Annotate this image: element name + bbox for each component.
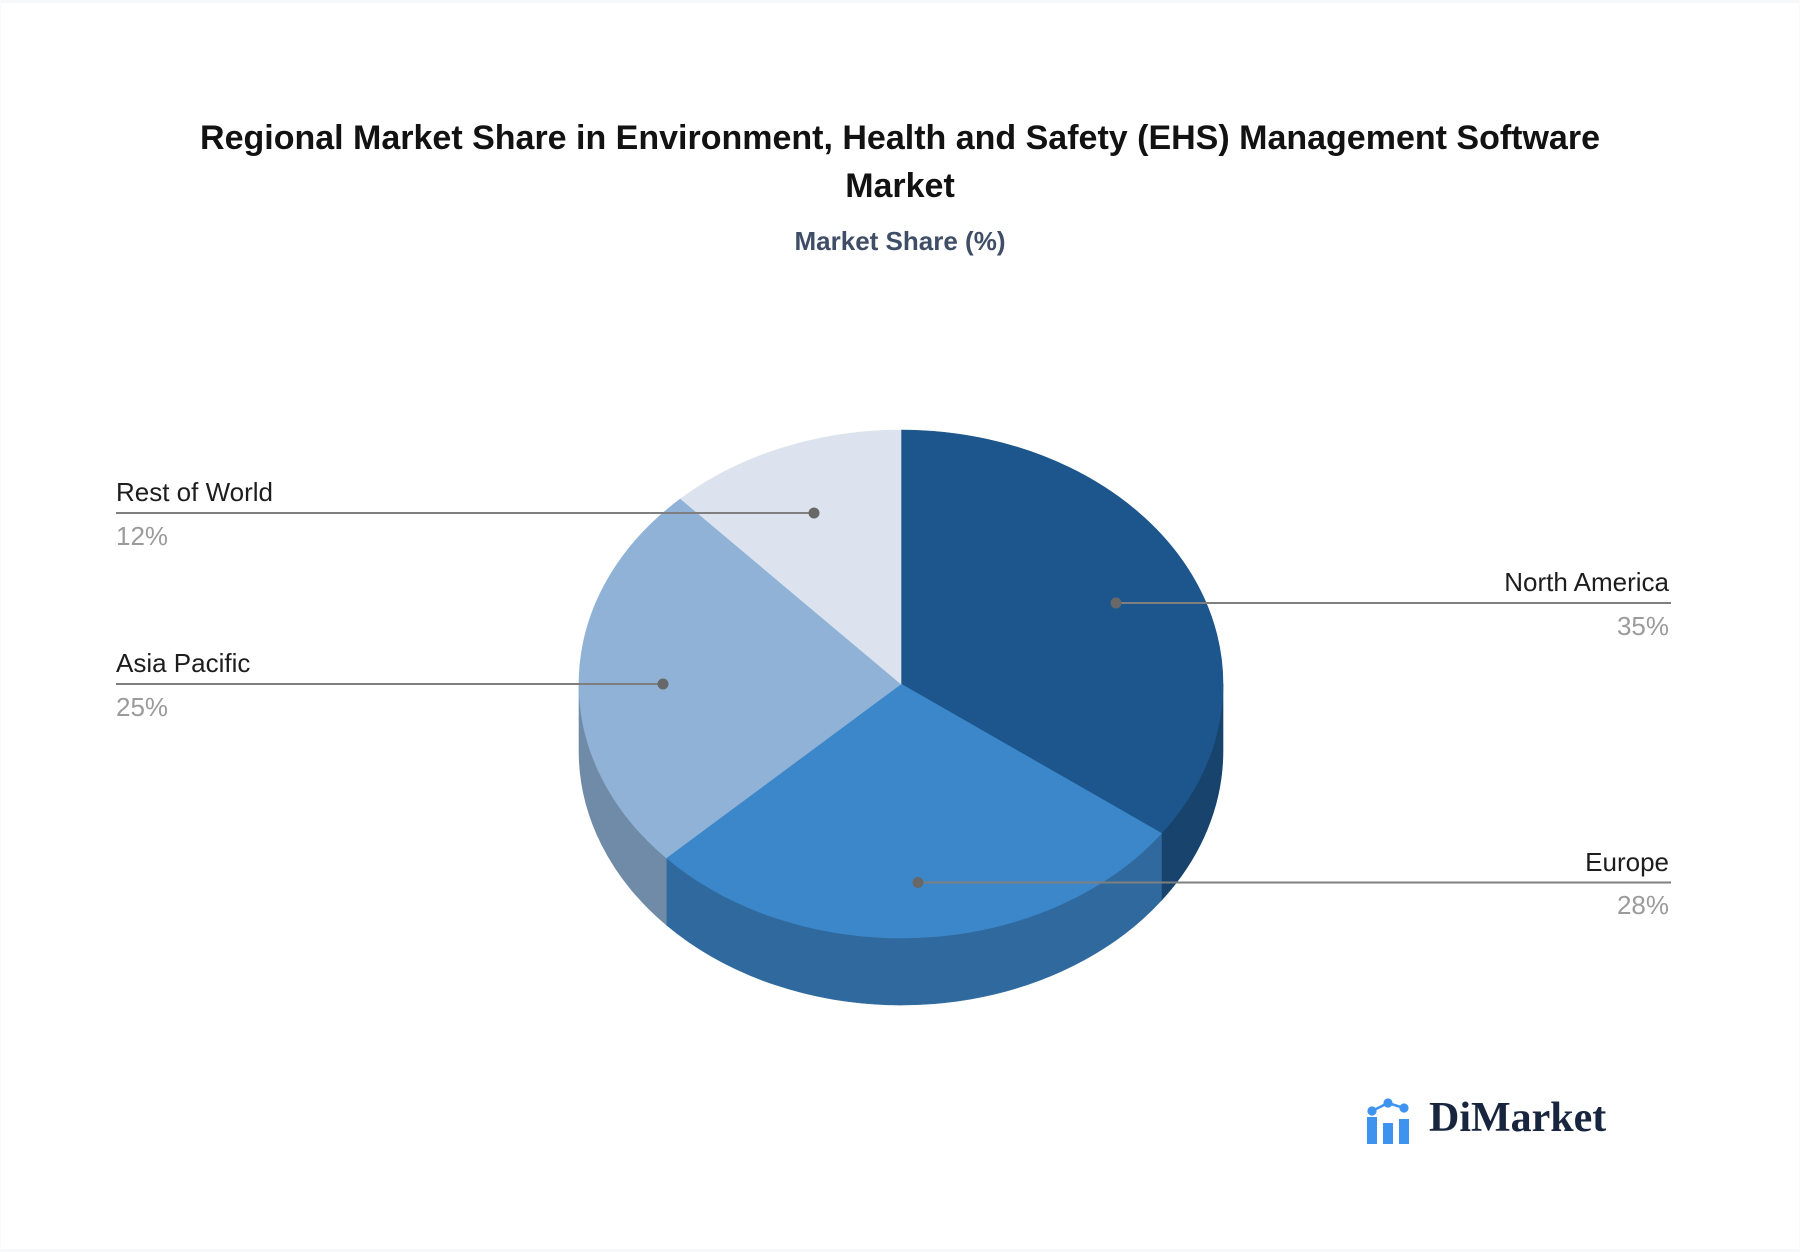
slice-label-north-america: North America: [1504, 567, 1669, 597]
slice-percent-rest-of-world: 12%: [116, 521, 169, 551]
bar-chart-trend-icon: [1367, 1098, 1409, 1144]
pie-slice-europe[interactable]: [665, 683, 1162, 939]
slice-percent-north-america: 35%: [1616, 611, 1669, 641]
dimarket-logo: DiMarket: [1367, 1090, 1606, 1144]
leader-dot-north-america: [1110, 597, 1122, 609]
pie-slice-asia-pacific[interactable]: [578, 498, 902, 859]
pie-slice-north-america[interactable]: [900, 429, 1224, 834]
slice-percent-europe: 28%: [1616, 890, 1669, 920]
top-edge-divider: [1, 0, 1799, 3]
pie-slice-rest-of-world[interactable]: [680, 429, 902, 685]
slice-label-europe: Europe: [1585, 847, 1669, 877]
slice-percent-asia-pacific: 25%: [116, 692, 169, 722]
title-block: Regional Market Share in Environment, He…: [1, 114, 1799, 256]
leader-dot-europe: [912, 877, 924, 888]
chart-title-line1: Regional Market Share in Environment, He…: [200, 119, 1600, 157]
leader-dot-asia-pacific: [657, 678, 669, 690]
logo-text: DiMarket: [1429, 1095, 1607, 1141]
slice-label-asia-pacific: Asia Pacific: [116, 648, 251, 678]
slice-label-rest-of-world: Rest of World: [116, 477, 274, 507]
chart-title-line2: Market: [845, 167, 955, 205]
leader-dot-rest-of-world: [808, 507, 820, 519]
bottom-edge-divider: [1, 1249, 1799, 1252]
chart-subtitle: Market Share (%): [794, 226, 1006, 256]
